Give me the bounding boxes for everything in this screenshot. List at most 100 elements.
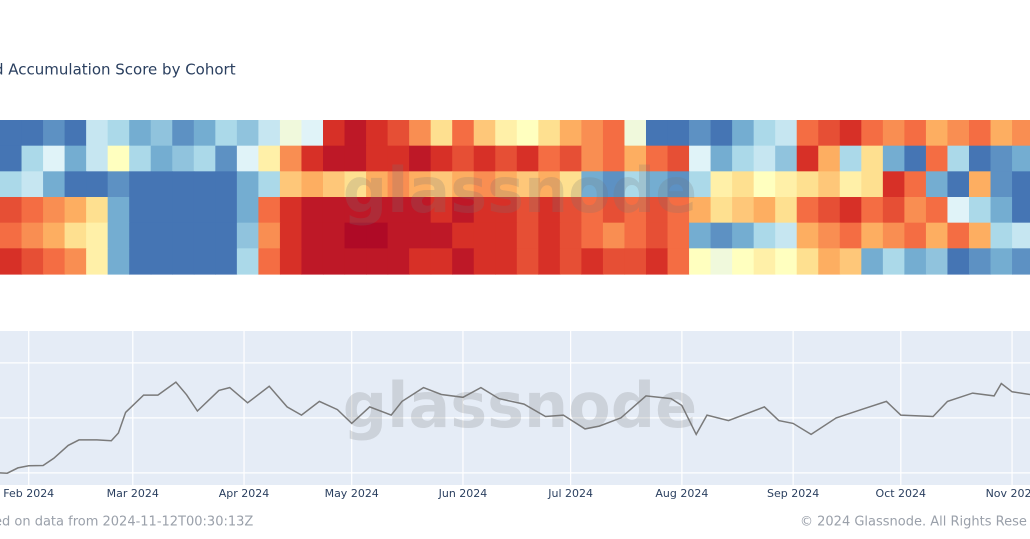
heat-cell [193,145,216,172]
heat-cell [172,145,195,172]
heat-cell [107,171,130,198]
heat-cell [968,197,992,224]
heat-cell [43,171,66,198]
heat-cell [430,248,453,275]
heat-cell [732,145,755,172]
heat-cell [366,222,389,249]
heat-cell [968,120,992,147]
heat-cell [301,197,324,224]
heat-cell [538,248,561,275]
heat-cell [689,197,712,224]
heat-cell [430,222,453,249]
heat-cell [645,197,669,224]
heat-cell [882,222,905,249]
heat-cell [215,120,238,147]
heat-cell [473,222,496,249]
heat-cell [495,171,518,198]
heat-cell [818,222,841,249]
x-tick-label: Feb 2024 [3,487,54,500]
heat-cell [193,197,216,224]
heat-cell [839,222,862,249]
heat-cell [64,248,87,275]
heat-cell [947,222,970,249]
heat-cell [775,248,798,275]
heat-cell [732,222,755,249]
heat-cell [258,222,281,249]
heat-cell [861,222,884,249]
heat-cell [990,248,1013,275]
heat-cell [516,222,539,249]
heat-cell [366,171,389,198]
heat-cell [1012,222,1030,249]
heat-cell [430,197,453,224]
heat-cell [904,248,927,275]
heat-cell [882,248,905,275]
heat-cell [990,145,1013,172]
heat-cell [559,222,582,249]
heat-cell [129,120,152,147]
heat-cell [1012,197,1030,224]
heat-cell [667,120,690,147]
heat-cell [452,145,475,172]
heat-cell [904,145,927,172]
heat-cell [344,171,367,198]
heat-cell [193,248,216,275]
heat-cell [107,145,130,172]
heat-cell [322,120,346,147]
heat-cell [21,248,44,275]
heat-cell [279,197,303,224]
heat-cell [430,171,453,198]
heat-cell [667,222,690,249]
heat-cell [775,197,798,224]
x-tick-label: Jun 2024 [438,487,488,500]
heat-cell [409,248,432,275]
heat-cell [689,248,712,275]
heat-cell [710,171,733,198]
heat-cell [236,171,259,198]
heat-cell [64,120,87,147]
heat-cell [409,171,432,198]
heat-cell [732,248,755,275]
heat-cell [172,222,195,249]
heat-cell [86,197,109,224]
heat-cell [129,171,152,198]
heat-cell [581,197,604,224]
heat-cell [0,171,23,198]
heat-cell [947,248,970,275]
heat-cell [882,171,905,198]
heat-cell [602,248,626,275]
heat-cell [387,197,410,224]
heat-cell [796,145,819,172]
heat-cell [710,145,733,172]
heat-cell [107,222,130,249]
heat-cell [710,248,733,275]
heat-cell [1012,171,1030,198]
heat-cell [818,171,841,198]
heat-cell [473,197,496,224]
heat-cell [322,145,346,172]
heat-cell [495,120,518,147]
heat-cell [559,145,582,172]
heat-cell [387,248,410,275]
heat-cell [473,120,496,147]
heat-cell [839,145,862,172]
heat-cell [753,145,776,172]
heat-cell [796,222,819,249]
heatmap [0,120,1030,275]
x-tick-label: Sep 2024 [767,487,819,500]
heat-cell [452,197,475,224]
heat-cell [904,222,927,249]
heat-cell [968,145,992,172]
heat-cell [172,171,195,198]
heat-cell [129,145,152,172]
heat-cell [818,145,841,172]
heat-cell [602,197,626,224]
heat-cell [473,248,496,275]
heat-cell [538,171,561,198]
heat-cell [559,171,582,198]
heat-cell [279,248,303,275]
heat-cell [344,248,367,275]
heat-cell [64,145,87,172]
heat-cell [925,248,949,275]
heat-cell [107,197,130,224]
